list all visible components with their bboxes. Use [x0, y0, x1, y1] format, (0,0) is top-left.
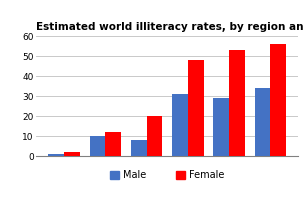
Bar: [172, 94, 188, 156]
Bar: [229, 50, 245, 156]
Bar: [255, 88, 270, 156]
Bar: [131, 140, 147, 156]
Bar: [147, 116, 162, 156]
Bar: [64, 152, 80, 156]
Bar: [188, 60, 203, 156]
Text: Estimated world illiteracy rates, by region and by gender, 2000: Estimated world illiteracy rates, by reg…: [36, 22, 304, 32]
Bar: [270, 44, 286, 156]
Bar: [90, 136, 105, 156]
Bar: [105, 132, 121, 156]
Bar: [48, 154, 64, 156]
Legend: Male, Female: Male, Female: [110, 170, 225, 180]
Bar: [213, 98, 229, 156]
